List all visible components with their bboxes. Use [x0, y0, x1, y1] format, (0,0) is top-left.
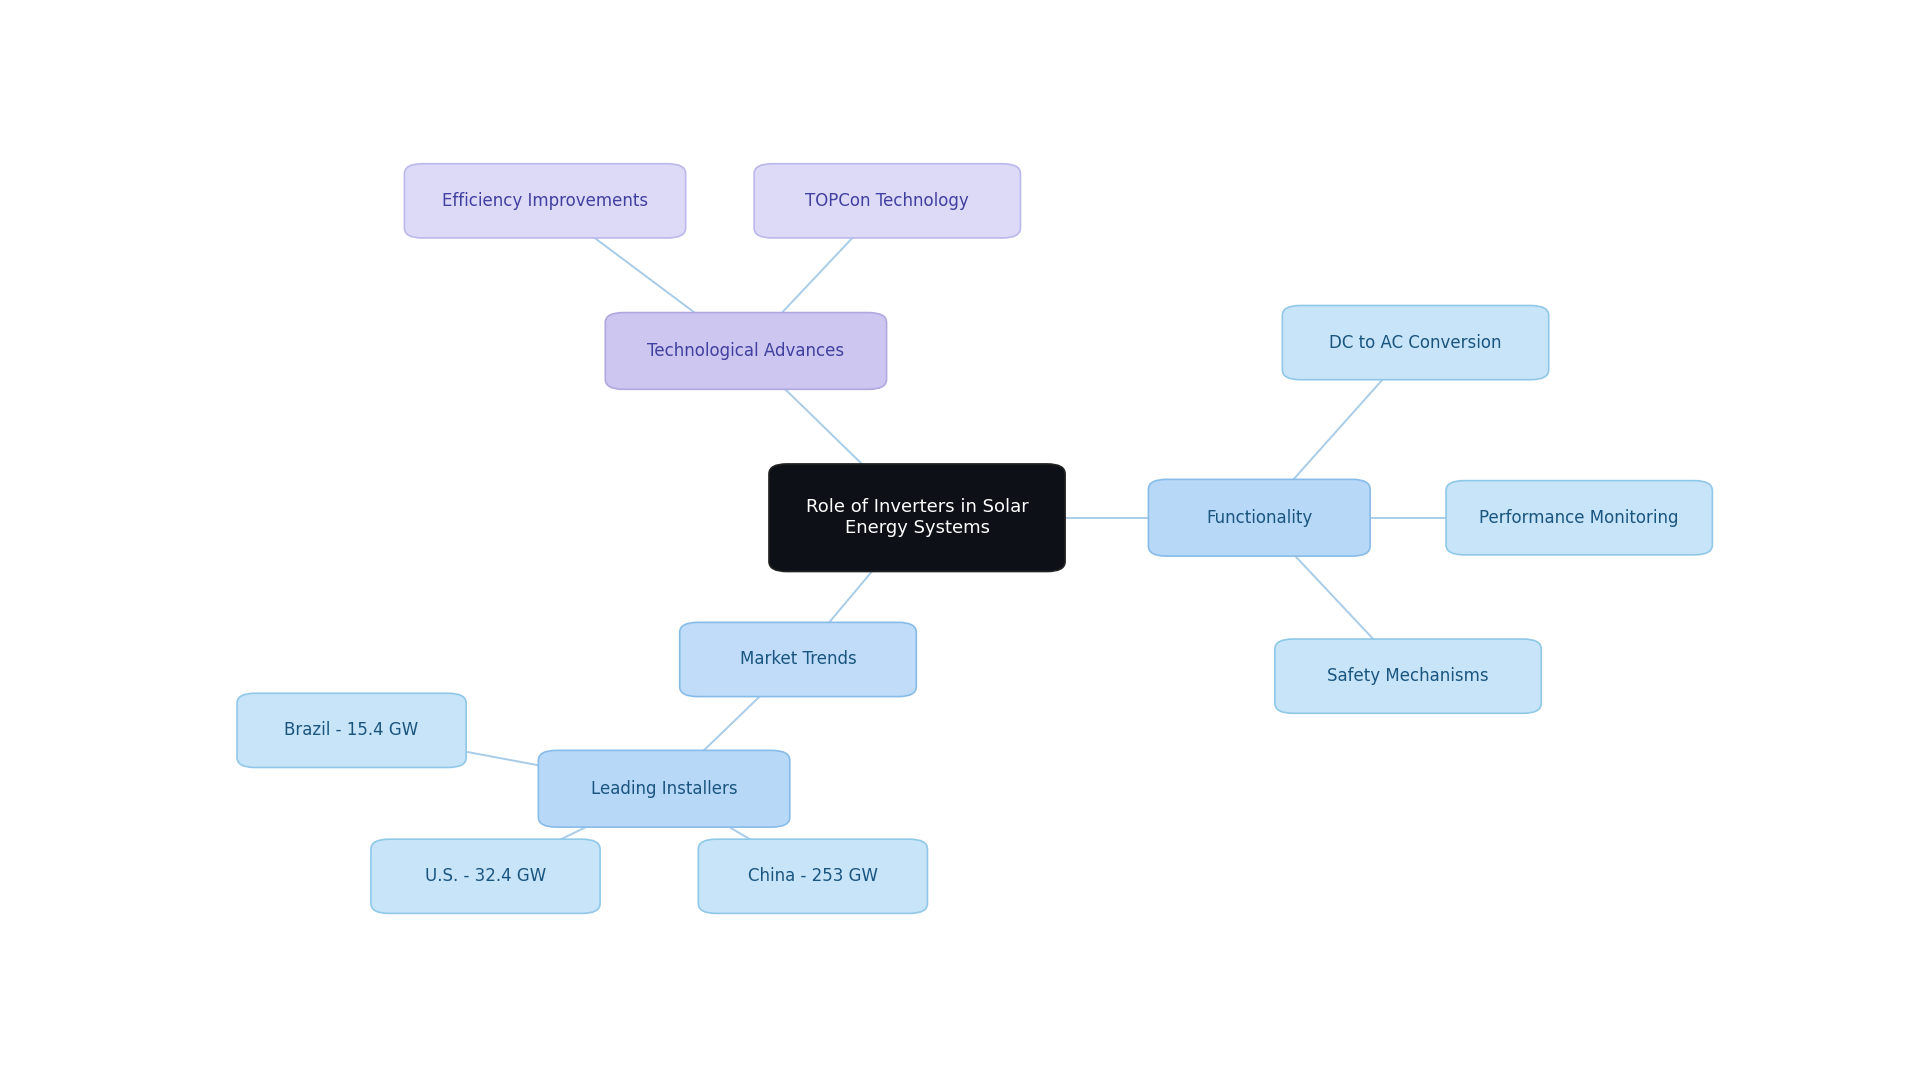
Text: Brazil - 15.4 GW: Brazil - 15.4 GW	[284, 721, 419, 740]
FancyBboxPatch shape	[371, 839, 601, 913]
FancyBboxPatch shape	[1446, 481, 1713, 554]
Text: DC to AC Conversion: DC to AC Conversion	[1329, 334, 1501, 352]
FancyBboxPatch shape	[236, 693, 467, 768]
Text: Efficiency Improvements: Efficiency Improvements	[442, 192, 649, 210]
Text: Performance Monitoring: Performance Monitoring	[1480, 509, 1678, 526]
Text: U.S. - 32.4 GW: U.S. - 32.4 GW	[424, 867, 545, 885]
Text: Market Trends: Market Trends	[739, 651, 856, 668]
Text: Functionality: Functionality	[1206, 509, 1313, 526]
FancyBboxPatch shape	[1275, 639, 1542, 714]
Text: TOPCon Technology: TOPCon Technology	[804, 192, 970, 210]
FancyBboxPatch shape	[405, 164, 685, 238]
FancyBboxPatch shape	[680, 623, 916, 696]
FancyBboxPatch shape	[699, 839, 927, 913]
FancyBboxPatch shape	[755, 164, 1020, 238]
FancyBboxPatch shape	[605, 313, 887, 389]
FancyBboxPatch shape	[770, 464, 1066, 572]
Text: Leading Installers: Leading Installers	[591, 780, 737, 798]
Text: Role of Inverters in Solar
Energy Systems: Role of Inverters in Solar Energy System…	[806, 498, 1029, 537]
Text: Safety Mechanisms: Safety Mechanisms	[1327, 667, 1488, 686]
FancyBboxPatch shape	[1148, 480, 1371, 556]
FancyBboxPatch shape	[538, 751, 789, 827]
Text: Technological Advances: Technological Advances	[647, 342, 845, 360]
FancyBboxPatch shape	[1283, 305, 1549, 380]
Text: China - 253 GW: China - 253 GW	[749, 867, 877, 885]
